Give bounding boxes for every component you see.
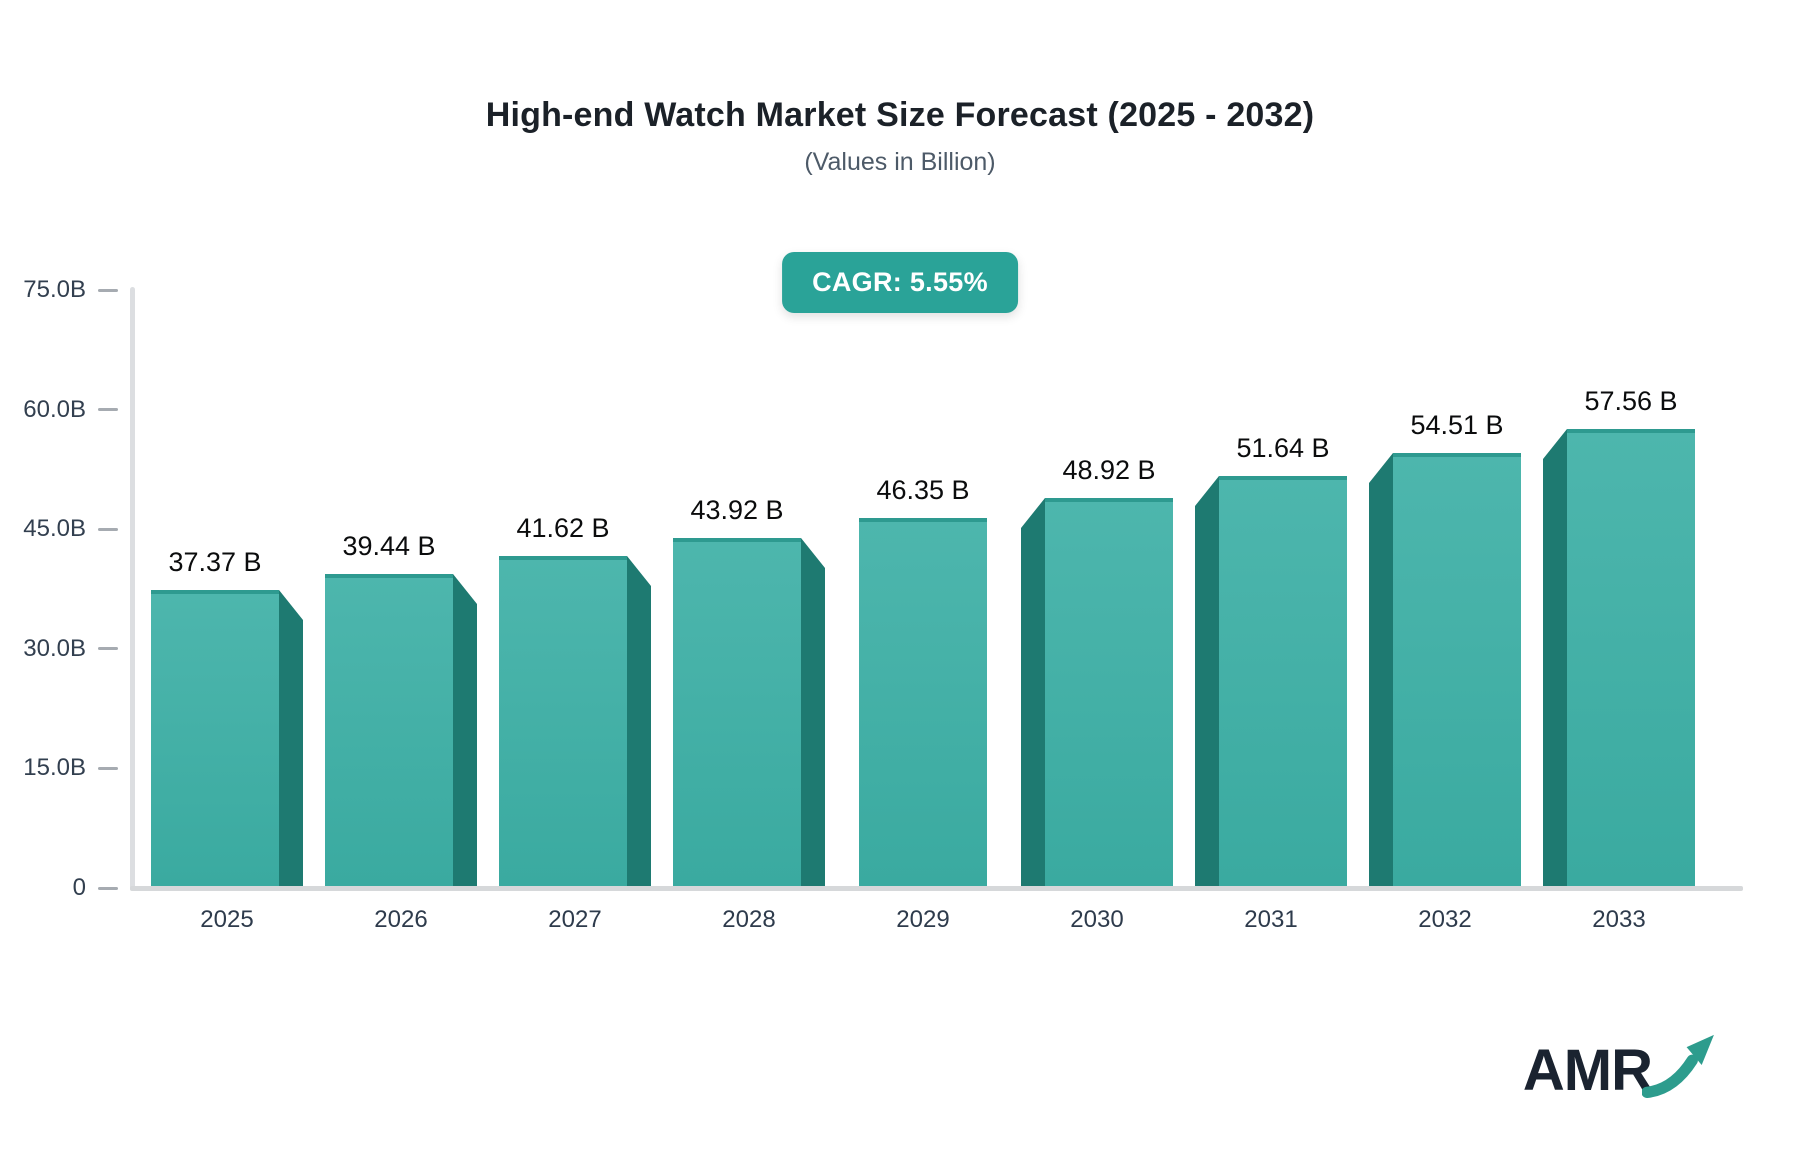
bar	[499, 556, 627, 888]
bar-3d: 54.51 B	[1369, 410, 1521, 888]
bar-group: 41.62 B 2027	[499, 290, 651, 933]
bar-group: 48.92 B 2030	[1021, 290, 1173, 933]
y-axis-label: 15.0B	[23, 754, 86, 782]
y-axis-tick: 30.0B	[23, 635, 118, 663]
x-axis-label: 2028	[722, 906, 776, 933]
bar	[1219, 476, 1347, 888]
bar-value-label: 43.92 B	[690, 495, 784, 525]
bar-group: 37.37 B 2025	[151, 290, 303, 933]
bar-3d: 51.64 B	[1195, 433, 1347, 888]
bar-3d: 57.56 B	[1543, 386, 1695, 888]
bars-layer: 37.37 B 2025 39.44 B 2026 41.62 B 2027 43.92 B…	[151, 290, 1695, 933]
bar-value-label: 57.56 B	[1584, 386, 1678, 416]
bar-value-label: 46.35 B	[876, 475, 970, 505]
y-axis-label: 0	[72, 874, 86, 901]
bar-3d: 39.44 B	[325, 531, 477, 888]
chart-title: High-end Watch Market Size Forecast (202…	[485, 96, 1315, 134]
tick-mark	[98, 527, 118, 531]
bar-value-label: 51.64 B	[1236, 433, 1330, 463]
chart-subtitle: (Values in Billion)	[804, 148, 996, 176]
bar-3d: 46.35 B	[847, 475, 999, 888]
bar-group: 57.56 B 2033	[1543, 290, 1695, 933]
bar-side-shade	[1195, 476, 1219, 888]
bar-group: 46.35 B 2029	[847, 290, 999, 933]
trend-up-arrow-icon	[1642, 1034, 1714, 1098]
tick-mark	[98, 408, 118, 412]
tick-mark	[98, 288, 118, 292]
bar-side-shade	[627, 556, 651, 888]
y-axis-label: 75.0B	[23, 276, 86, 303]
bar-side-shade	[1021, 498, 1045, 888]
bar-group: 39.44 B 2026	[325, 290, 477, 933]
x-axis-label: 2031	[1244, 906, 1298, 933]
bar-group: 43.92 B 2028	[673, 290, 825, 933]
tick-mark	[98, 647, 118, 651]
bar	[1567, 429, 1695, 888]
bar	[859, 518, 987, 888]
bar-value-label: 39.44 B	[342, 531, 436, 561]
x-axis-label: 2026	[374, 906, 428, 933]
x-axis-label: 2030	[1070, 906, 1124, 933]
y-axis-tick: 60.0B	[23, 396, 118, 424]
y-axis-line	[130, 287, 135, 890]
y-axis: 75.0B 60.0B 45.0B 30.0B 15.0B 0	[0, 276, 118, 901]
bar	[325, 574, 453, 888]
bar-side-shade	[1543, 429, 1567, 888]
bar-side-shade	[801, 538, 825, 888]
x-axis-label: 2029	[896, 906, 950, 933]
tick-mark	[98, 886, 118, 890]
bar-3d: 48.92 B	[1021, 455, 1173, 888]
bar-value-label: 41.62 B	[516, 513, 610, 543]
x-axis-baseline	[130, 886, 1743, 891]
bar-side-shade	[279, 590, 303, 888]
cagr-badge: CAGR: 5.55%	[782, 252, 1018, 313]
tick-mark	[98, 766, 118, 770]
bar-3d: 37.37 B	[151, 547, 303, 888]
y-axis-tick: 0	[73, 874, 118, 902]
y-axis-tick: 45.0B	[23, 515, 118, 543]
bar-group: 54.51 B 2032	[1369, 290, 1521, 933]
y-axis-tick: 15.0B	[23, 754, 118, 782]
y-axis-label: 45.0B	[23, 515, 86, 543]
y-axis-tick: 75.0B	[23, 276, 118, 304]
bar-3d: 43.92 B	[673, 495, 825, 888]
x-axis-label: 2025	[200, 906, 254, 933]
amr-logo: AMR	[1523, 1032, 1718, 1100]
bar-side-shade	[453, 574, 477, 888]
bar	[673, 538, 801, 888]
bar	[1045, 498, 1173, 888]
bar-value-label: 48.92 B	[1062, 455, 1156, 485]
y-axis-label: 60.0B	[23, 395, 86, 423]
bar-value-label: 37.37 B	[168, 547, 262, 577]
x-axis-label: 2033	[1592, 906, 1646, 933]
bar-group: 51.64 B 2031	[1195, 290, 1347, 933]
bar	[151, 590, 279, 888]
bar-value-label: 54.51 B	[1410, 410, 1504, 440]
logo-text: AMR	[1522, 1038, 1653, 1103]
x-axis-label: 2027	[548, 906, 602, 933]
x-axis-label: 2032	[1418, 906, 1472, 933]
bar-side-shade	[1369, 453, 1393, 888]
y-axis-label: 30.0B	[23, 634, 86, 662]
bar-3d: 41.62 B	[499, 513, 651, 888]
bar	[1393, 453, 1521, 888]
